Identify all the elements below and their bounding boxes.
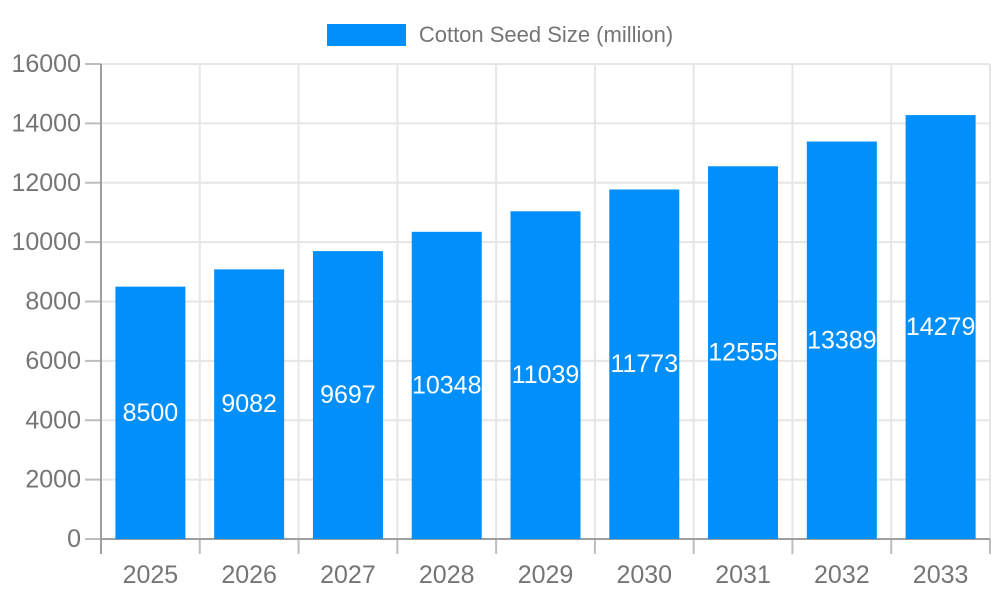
y-axis-tick-label: 14000 bbox=[11, 109, 81, 137]
bar-value-label: 13389 bbox=[807, 326, 877, 354]
legend-label: Cotton Seed Size (million) bbox=[418, 22, 674, 47]
x-axis-tick-label: 2026 bbox=[221, 561, 277, 589]
y-axis-tick-label: 8000 bbox=[25, 288, 81, 316]
bar-2027[interactable] bbox=[312, 251, 383, 540]
bar-value-label: 10348 bbox=[412, 371, 482, 399]
x-axis-tick-label: 2027 bbox=[320, 561, 376, 589]
legend-swatch-icon bbox=[326, 24, 406, 46]
x-axis-tick-label: 2031 bbox=[715, 561, 771, 589]
bar-value-label: 11773 bbox=[610, 350, 678, 378]
x-axis-tick-label: 2029 bbox=[518, 561, 574, 589]
x-axis-tick-label: 2033 bbox=[913, 561, 969, 589]
x-axis-tick-label: 2030 bbox=[616, 561, 672, 589]
y-axis-tick-label: 16000 bbox=[11, 50, 81, 78]
bar-2031[interactable] bbox=[708, 166, 779, 539]
bar-2029[interactable] bbox=[510, 211, 581, 539]
x-axis-tick-label: 2032 bbox=[814, 561, 870, 589]
y-axis-tick-label: 10000 bbox=[11, 228, 81, 256]
bar-2028[interactable] bbox=[411, 231, 482, 539]
bar-2026[interactable] bbox=[214, 269, 285, 539]
bar-value-label: 9082 bbox=[221, 390, 277, 418]
bar-value-label: 9697 bbox=[320, 381, 376, 409]
y-axis-tick-label: 0 bbox=[67, 525, 81, 553]
legend-item-cotton-seed-size[interactable]: Cotton Seed Size (million) bbox=[326, 22, 674, 48]
y-axis-tick-label: 4000 bbox=[25, 406, 81, 434]
y-axis-tick-label: 12000 bbox=[11, 169, 81, 197]
y-axis-tick-label: 2000 bbox=[25, 466, 81, 494]
x-axis-tick-label: 2025 bbox=[123, 561, 179, 589]
bar-2032[interactable] bbox=[806, 141, 877, 539]
bar-value-label: 11039 bbox=[512, 361, 580, 389]
bar-2033[interactable] bbox=[905, 115, 976, 539]
y-axis-tick-label: 6000 bbox=[25, 347, 81, 375]
bar-2025[interactable] bbox=[115, 286, 186, 539]
bar-value-label: 12555 bbox=[708, 339, 778, 367]
bar-value-label: 14279 bbox=[906, 313, 976, 341]
bar-2030[interactable] bbox=[609, 189, 680, 539]
legend: Cotton Seed Size (million) bbox=[0, 22, 1000, 48]
x-axis-tick-label: 2028 bbox=[419, 561, 475, 589]
bar-value-label: 8500 bbox=[123, 399, 179, 427]
